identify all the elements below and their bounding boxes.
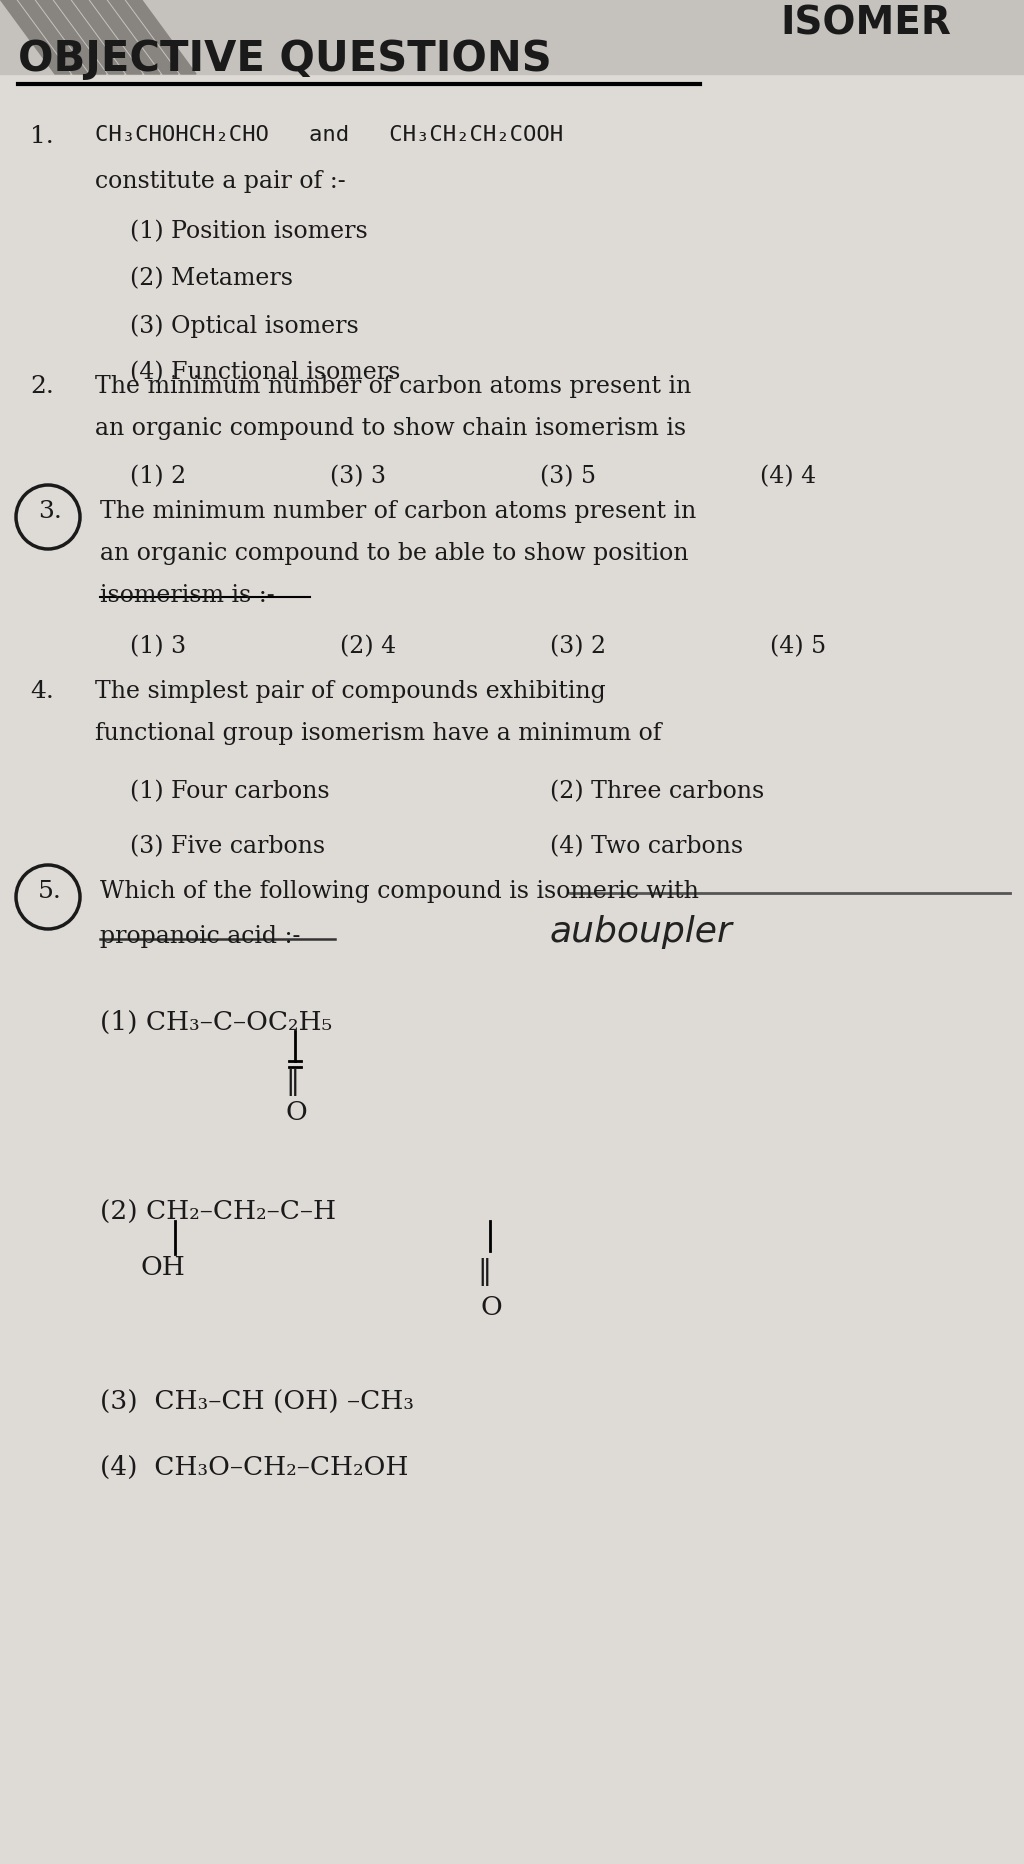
Text: propanoic acid :-: propanoic acid :-: [100, 925, 300, 947]
Text: (1) CH₃–C–OC₂H₅: (1) CH₃–C–OC₂H₅: [100, 1010, 332, 1035]
Text: (3) Optical isomers: (3) Optical isomers: [130, 313, 358, 337]
Text: (2) Three carbons: (2) Three carbons: [550, 779, 764, 803]
Text: an organic compound to be able to show position: an organic compound to be able to show p…: [100, 542, 688, 565]
Text: CH₃CHOHCH₂CHO   and   CH₃CH₂CH₂COOH: CH₃CHOHCH₂CHO and CH₃CH₂CH₂COOH: [95, 125, 563, 145]
Text: The minimum number of carbon atoms present in: The minimum number of carbon atoms prese…: [95, 375, 691, 397]
Text: Which of the following compound is isomeric with: Which of the following compound is isome…: [100, 880, 698, 902]
Polygon shape: [54, 0, 124, 75]
Text: (4) 4: (4) 4: [760, 464, 816, 488]
Bar: [0, 0, 1024, 75]
Text: (4)  CH₃O–CH₂–CH₂OH: (4) CH₃O–CH₂–CH₂OH: [100, 1454, 409, 1480]
Text: an organic compound to show chain isomerism is: an organic compound to show chain isomer…: [95, 418, 686, 440]
Text: (1) Four carbons: (1) Four carbons: [130, 779, 330, 803]
Text: (4) Two carbons: (4) Two carbons: [550, 835, 743, 857]
Polygon shape: [18, 0, 88, 75]
Text: ‖: ‖: [285, 1068, 299, 1096]
Text: (2) CH₂–CH₂–C–H: (2) CH₂–CH₂–C–H: [100, 1199, 336, 1225]
Text: 1.: 1.: [30, 125, 53, 147]
Text: (1) 2: (1) 2: [130, 464, 186, 488]
Text: The minimum number of carbon atoms present in: The minimum number of carbon atoms prese…: [100, 500, 696, 522]
Text: (3) 3: (3) 3: [330, 464, 386, 488]
Text: O: O: [285, 1100, 307, 1124]
Text: ISOMER: ISOMER: [780, 6, 951, 43]
Text: 4.: 4.: [30, 680, 54, 703]
Text: constitute a pair of :-: constitute a pair of :-: [95, 170, 346, 192]
Text: (3) 2: (3) 2: [550, 634, 606, 658]
Text: 3.: 3.: [38, 500, 61, 522]
Text: (1) 3: (1) 3: [130, 634, 186, 658]
Text: OH: OH: [140, 1254, 185, 1279]
Polygon shape: [0, 0, 70, 75]
Text: (3) Five carbons: (3) Five carbons: [130, 835, 326, 857]
Text: ‖: ‖: [477, 1258, 490, 1286]
Text: (2) Metamers: (2) Metamers: [130, 267, 293, 289]
Text: The simplest pair of compounds exhibiting: The simplest pair of compounds exhibitin…: [95, 680, 606, 703]
Text: 5.: 5.: [38, 880, 61, 902]
Text: functional group isomerism have a minimum of: functional group isomerism have a minimu…: [95, 721, 662, 744]
Text: OBJECTIVE QUESTIONS: OBJECTIVE QUESTIONS: [18, 37, 552, 80]
Polygon shape: [108, 0, 178, 75]
Text: 2.: 2.: [30, 375, 54, 397]
Text: auboupler: auboupler: [550, 915, 733, 949]
Polygon shape: [90, 0, 160, 75]
Text: O: O: [480, 1294, 502, 1320]
Text: (1) Position isomers: (1) Position isomers: [130, 220, 368, 242]
Text: (2) 4: (2) 4: [340, 634, 396, 658]
Polygon shape: [72, 0, 142, 75]
Polygon shape: [126, 0, 196, 75]
Polygon shape: [36, 0, 106, 75]
Text: (3) 5: (3) 5: [540, 464, 596, 488]
Text: (3)  CH₃–CH (OH) –CH₃: (3) CH₃–CH (OH) –CH₃: [100, 1389, 414, 1415]
Text: (4) Functional isomers: (4) Functional isomers: [130, 362, 400, 384]
Text: isomerism is :-: isomerism is :-: [100, 583, 274, 606]
Text: (4) 5: (4) 5: [770, 634, 826, 658]
